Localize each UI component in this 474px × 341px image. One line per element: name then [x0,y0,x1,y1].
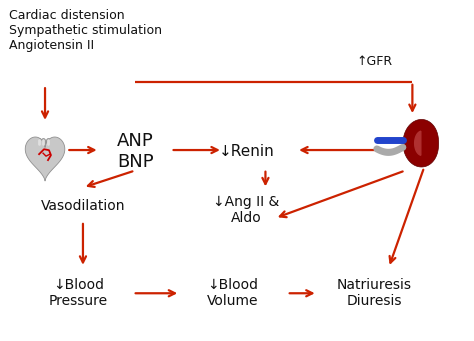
Text: ↑GFR: ↑GFR [356,55,392,68]
Text: ↓Blood
Volume: ↓Blood Volume [207,278,258,308]
Text: ↓Blood
Pressure: ↓Blood Pressure [49,278,108,308]
Text: ↓Renin: ↓Renin [219,144,274,159]
Text: Vasodilation: Vasodilation [41,199,125,213]
Text: Natriuresis
Diuresis: Natriuresis Diuresis [337,278,412,308]
Text: Cardiac distension
Sympathetic stimulation
Angiotensin II: Cardiac distension Sympathetic stimulati… [9,9,163,51]
Text: ↓Ang II &
Aldo: ↓Ang II & Aldo [213,195,280,225]
Polygon shape [403,119,438,167]
Text: ANP
BNP: ANP BNP [117,132,154,171]
Polygon shape [415,131,421,155]
Polygon shape [25,137,65,181]
